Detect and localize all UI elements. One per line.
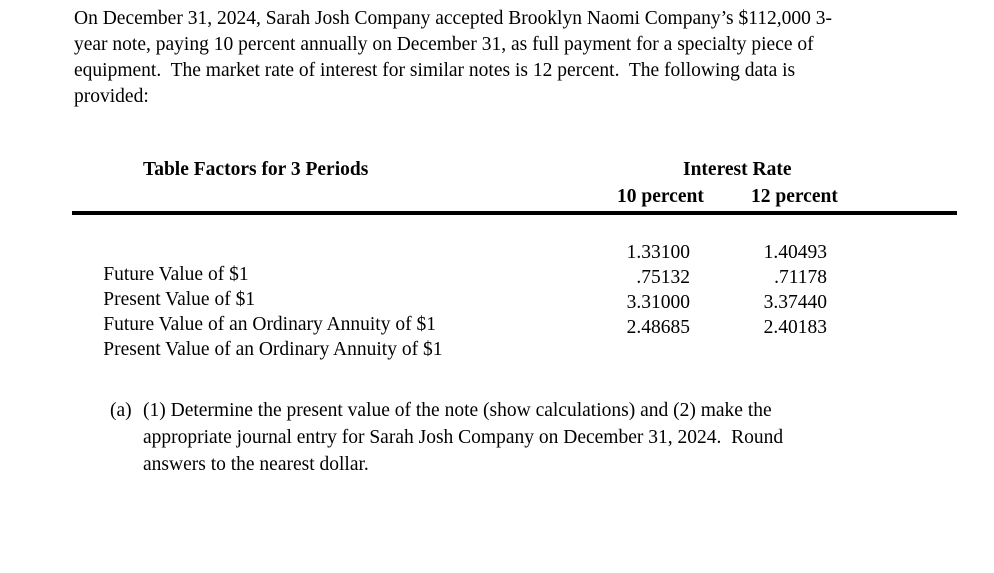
column-header-12-percent: 12 percent	[751, 186, 838, 207]
problem-statement-line: year note, paying 10 percent annually on…	[74, 34, 814, 55]
interest-rate-group-header: Interest Rate	[683, 159, 792, 180]
row-value-12-percent: 3.37440	[763, 292, 827, 313]
requirement-text: (1) Determine the present value of the n…	[143, 397, 783, 478]
table-row: Present Value of an Ordinary Annuity of …	[74, 317, 957, 360]
row-value-10-percent: 2.48685	[626, 317, 690, 338]
requirement-line: (1) Determine the present value of the n…	[143, 400, 772, 421]
problem-statement: On December 31, 2024, Sarah Josh Company…	[74, 6, 832, 110]
row-value-12-percent: .71178	[774, 267, 827, 288]
problem-statement-line: equipment. The market rate of interest f…	[74, 60, 796, 81]
row-label: Future Value of an Ordinary Annuity of $…	[103, 314, 436, 335]
row-label: Present Value of an Ordinary Annuity of …	[103, 339, 443, 360]
row-value-12-percent: 1.40493	[763, 242, 827, 263]
row-value-10-percent: 1.33100	[626, 242, 690, 263]
requirement-marker: (a)	[110, 400, 132, 421]
table-header-rule	[72, 211, 957, 215]
row-value-10-percent: .75132	[636, 267, 690, 288]
row-value-12-percent: 2.40183	[763, 317, 827, 338]
requirement-paragraph: (a) (1) Determine the present value of t…	[110, 397, 783, 478]
problem-statement-line: On December 31, 2024, Sarah Josh Company…	[74, 8, 833, 29]
table-row: Future Value of $1 1.33100 1.40493	[74, 242, 957, 285]
row-label: Future Value of $1	[103, 264, 249, 285]
row-value-10-percent: 3.31000	[626, 292, 690, 313]
factor-table-body: Future Value of $1 1.33100 1.40493 Prese…	[74, 242, 957, 360]
column-header-10-percent: 10 percent	[617, 186, 704, 207]
row-label: Present Value of $1	[103, 289, 256, 310]
table-row: Future Value of an Ordinary Annuity of $…	[74, 292, 957, 335]
table-title: Table Factors for 3 Periods	[143, 159, 369, 180]
problem-statement-line: provided:	[74, 86, 149, 107]
requirement-line: answers to the nearest dollar.	[143, 454, 369, 475]
requirement-line: appropriate journal entry for Sarah Josh…	[143, 427, 784, 448]
table-row: Present Value of $1 .75132 .71178	[74, 267, 957, 310]
